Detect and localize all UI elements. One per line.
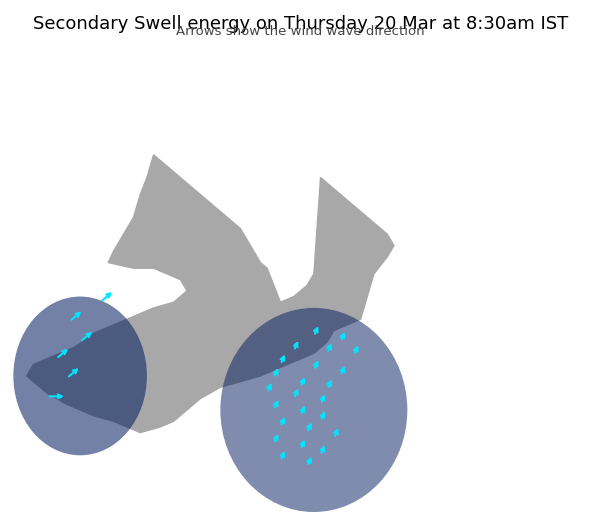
- Ellipse shape: [221, 308, 407, 512]
- Ellipse shape: [13, 296, 147, 455]
- Polygon shape: [26, 155, 394, 433]
- Text: Secondary Swell energy on Thursday 20 Mar at 8:30am IST: Secondary Swell energy on Thursday 20 Ma…: [33, 15, 568, 33]
- Text: Arrows show the wind wave direction: Arrows show the wind wave direction: [176, 25, 425, 38]
